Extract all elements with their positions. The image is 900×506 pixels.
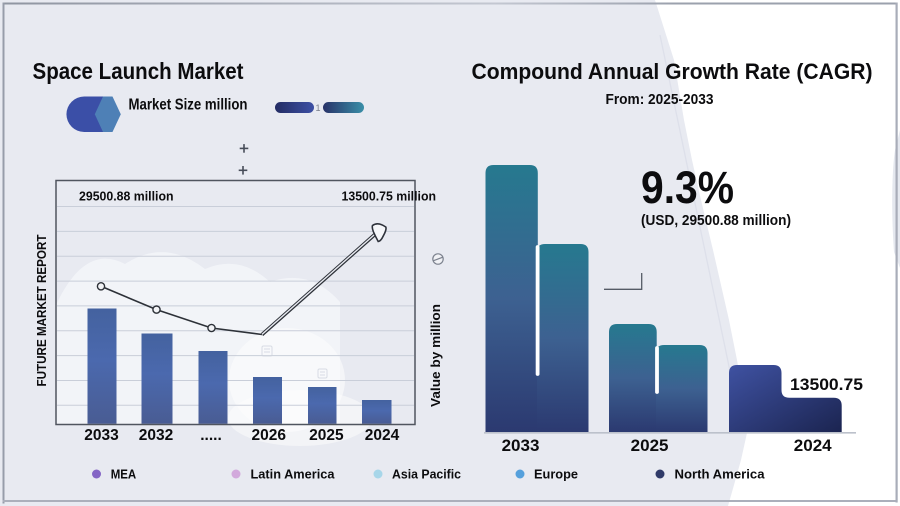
svg-text:13500.75: 13500.75 [790,376,863,394]
svg-text:Value by million: Value by million [428,304,443,407]
svg-text:Compound Annual Growth Rate (C: Compound Annual Growth Rate (CAGR) [472,59,873,84]
svg-text:29500.88 million: 29500.88 million [79,190,174,204]
svg-text:2025: 2025 [631,436,669,455]
svg-text:2032: 2032 [139,427,173,444]
svg-text:Space Launch Market: Space Launch Market [33,58,244,84]
svg-text:2025: 2025 [309,427,344,444]
svg-text:9.3%: 9.3% [641,162,734,213]
svg-text:From: 2025-2033: From: 2025-2033 [606,91,714,108]
svg-text:1: 1 [316,103,321,113]
svg-text:Latin America: Latin America [251,468,336,482]
svg-text:Market Size million: Market Size million [129,97,248,114]
svg-text:Asia Pacific: Asia Pacific [392,468,461,482]
svg-text:2026: 2026 [252,427,287,444]
svg-text:.....: ..... [200,427,222,444]
svg-text:(USD, 29500.88 million): (USD, 29500.88 million) [641,213,791,229]
svg-text:2033: 2033 [502,436,540,455]
svg-text:MEA: MEA [111,468,137,482]
svg-text:Europe: Europe [534,468,578,482]
svg-text:2024: 2024 [365,427,400,444]
svg-text:2024: 2024 [794,436,832,455]
svg-text:North America: North America [675,468,766,482]
svg-text:2033: 2033 [84,427,119,444]
svg-text:13500.75 million: 13500.75 million [342,190,437,204]
svg-text:FUTURE MARKET REPORT: FUTURE MARKET REPORT [34,234,49,386]
